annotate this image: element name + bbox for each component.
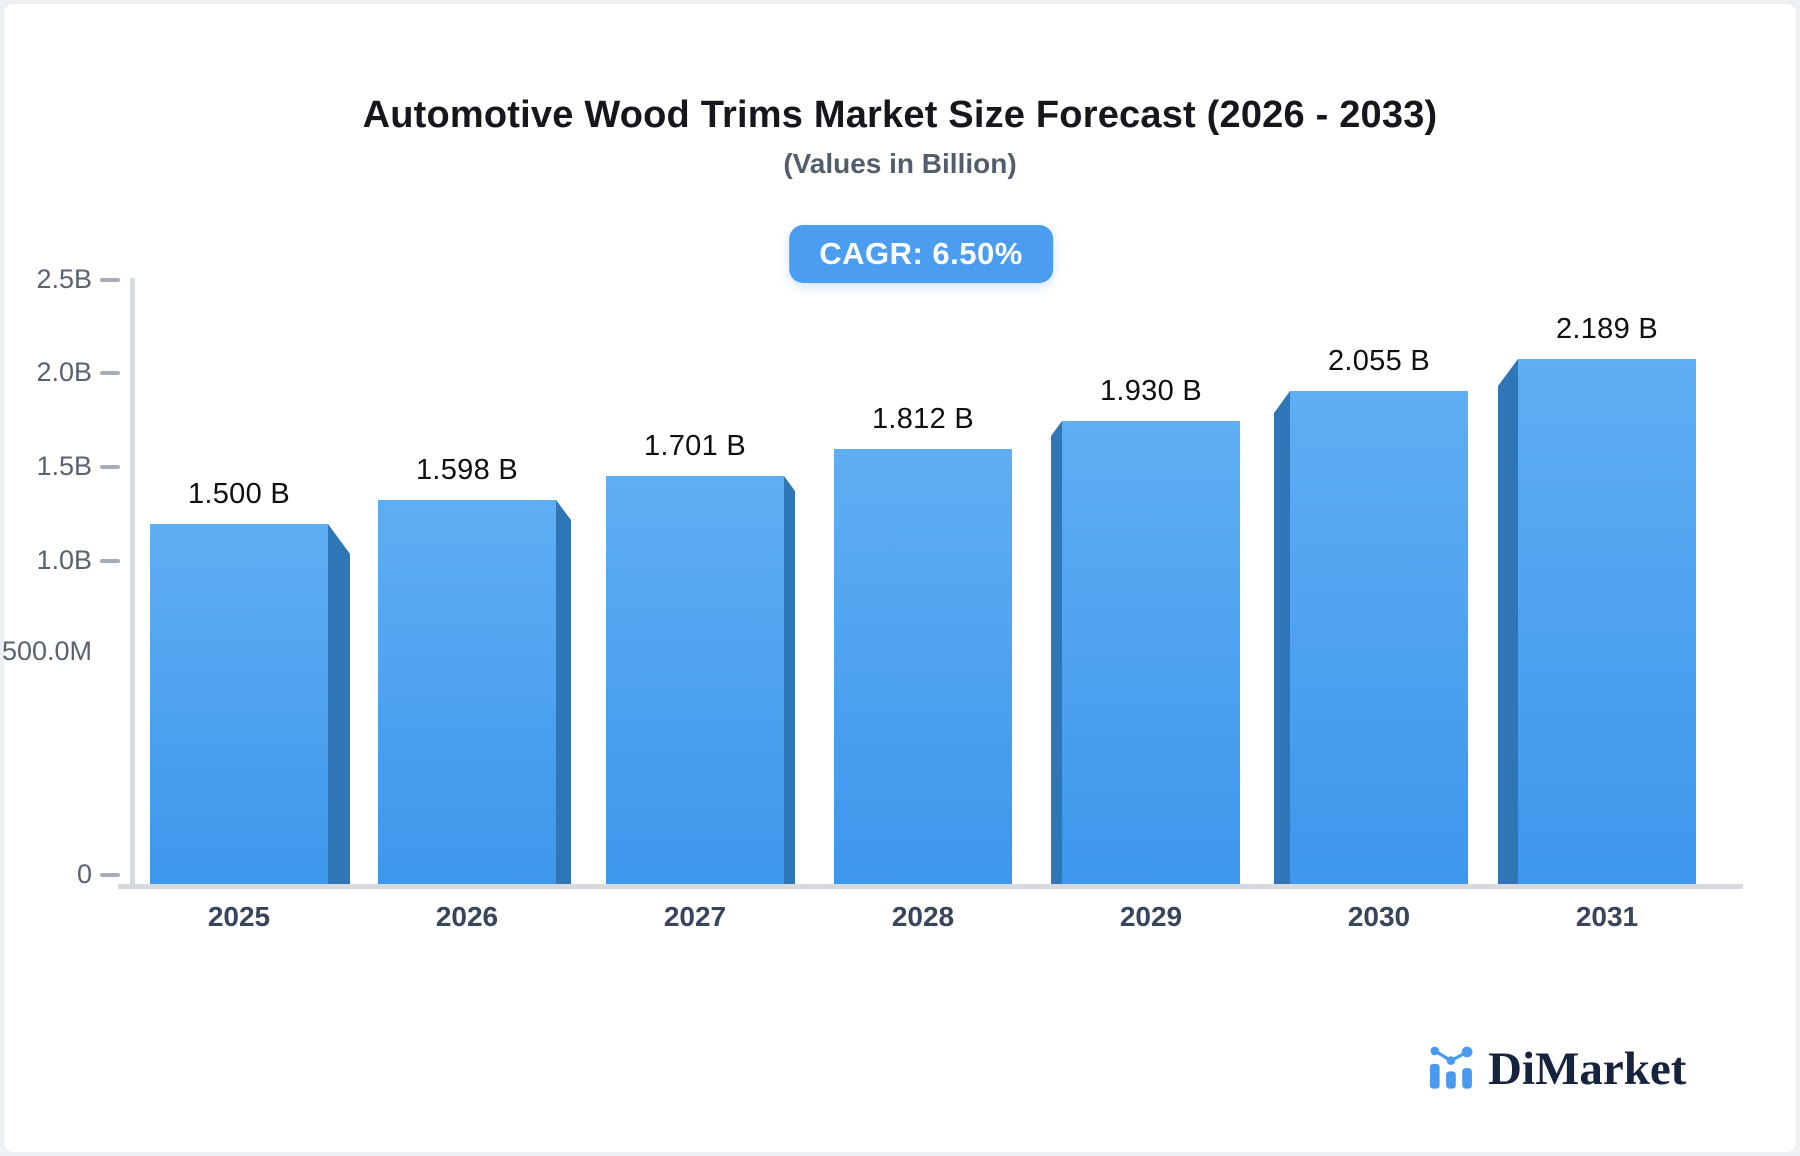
chart-subtitle: (Values in Billion) (783, 148, 1017, 179)
x-axis-label: 2030 (1347, 901, 1411, 932)
bar-chart-sparkline-icon (1429, 1046, 1473, 1089)
bar-value-label: 1.812 B (871, 403, 975, 435)
bar-2028 (834, 449, 1012, 884)
y-axis-tick-mark (100, 465, 120, 469)
bar-side-face (328, 524, 350, 884)
y-axis-tick-label: 0 (76, 859, 92, 889)
bar-2025 (150, 524, 328, 884)
bar-value-label: 2.189 B (1555, 313, 1659, 345)
chart-title: Automotive Wood Trims Market Size Foreca… (362, 94, 1438, 136)
bar-side-face (556, 500, 571, 884)
y-axis-tick-label: 500.0M (1, 636, 92, 666)
y-axis-tick-mark (100, 559, 120, 563)
y-axis-tick-mark (100, 278, 120, 282)
bar-2026 (378, 500, 556, 884)
y-axis-tick-mark (100, 873, 120, 877)
bar-value-label: 1.500 B (187, 478, 291, 510)
x-axis-label: 2029 (1119, 901, 1183, 932)
y-axis-line (130, 278, 135, 889)
y-axis-tick-mark (100, 371, 120, 375)
y-axis-tick-label: 1.5B (36, 451, 92, 481)
x-axis-label: 2031 (1575, 901, 1639, 932)
bar-value-label: 1.930 B (1099, 375, 1203, 407)
y-axis-tick-label: 2.0B (36, 357, 92, 387)
x-axis-label: 2027 (663, 901, 727, 932)
bar-side-face (1051, 421, 1062, 884)
bar-value-label: 1.701 B (643, 430, 747, 462)
bar-2027 (606, 476, 784, 884)
x-axis-label: 2028 (891, 901, 955, 932)
bar-side-face (784, 476, 795, 884)
bar-value-label: 1.598 B (415, 454, 519, 486)
y-axis-tick-label: 2.5B (36, 264, 92, 294)
bar-value-label: 2.055 B (1327, 345, 1431, 377)
bar-2030 (1290, 391, 1468, 884)
bar-side-face (1498, 359, 1518, 884)
x-axis-label: 2026 (435, 901, 499, 932)
logo-text: DiMarket (1488, 1043, 1687, 1095)
bar-2029 (1062, 421, 1240, 884)
y-axis-tick-label: 1.0B (36, 545, 92, 575)
x-axis-line (118, 884, 1743, 889)
bar-2031 (1518, 359, 1696, 884)
bar-side-face (1274, 391, 1290, 884)
cagr-badge: CAGR: 6.50% (789, 225, 1053, 283)
x-axis-label: 2025 (207, 901, 271, 932)
dimarket-logo: DiMarket (1424, 1038, 1686, 1094)
